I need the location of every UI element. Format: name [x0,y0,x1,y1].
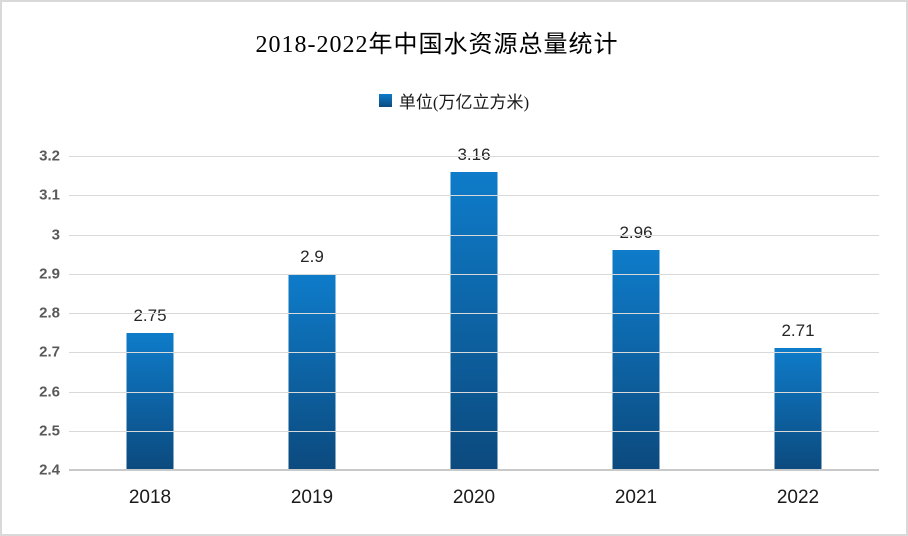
gridline [69,156,879,157]
gridline [69,430,879,432]
gridline [69,195,879,197]
y-tick-label: 3.1 [39,186,60,204]
bar-value-label: 3.16 [457,144,491,164]
bar-2020 [450,171,498,470]
gridline [69,391,879,393]
y-tick-label: 2.6 [39,383,60,400]
y-tick-label: 2.9 [39,265,60,283]
x-axis-line [69,469,879,471]
legend-label: 单位(万亿立方米) [398,93,530,112]
legend: 单位(万亿立方米) [2,88,906,113]
legend-swatch-icon [378,94,392,107]
bar-value-label: 2.71 [781,321,815,341]
plot-area: 2.75 2.9 3.16 2.96 2.71 [69,145,879,471]
x-tick-label-2018: 2018 [128,487,172,508]
x-tick-label-2022: 2022 [776,487,820,508]
x-tick-label-2020: 2020 [452,487,496,508]
bar-slot: 2.75 [69,156,231,470]
x-tick-label-2019: 2019 [290,487,334,508]
x-axis: 2018 2019 2020 2021 2022 [69,472,879,509]
bar-value-label: 2.96 [619,223,653,243]
y-tick-label: 2.8 [39,304,60,322]
bar-2019 [288,273,336,470]
gridline [69,313,879,314]
y-tick-label: 2.4 [39,461,60,479]
bar-series: 2.75 2.9 3.16 2.96 2.71 [69,145,879,470]
gridline [69,273,879,275]
y-tick-label: 2.7 [39,343,60,361]
y-tick-label: 2.5 [39,422,60,440]
bar-2018 [126,332,174,470]
bar-value-label: 2.75 [133,305,167,325]
bar-slot: 2.96 [555,156,717,470]
gridline [69,234,879,236]
y-tick-label: 3 [51,226,60,243]
y-tick-label: 3.2 [39,147,60,165]
gridline [69,352,879,354]
bar-value-label: 2.9 [300,246,324,266]
bar-slot: 2.9 [231,156,393,470]
bar-2022 [774,348,822,470]
chart-title: 2018-2022年中国水资源总量统计 [255,32,619,58]
y-axis: 2.4 2.5 2.6 2.7 2.8 2.9 3 3.1 3.2 [2,148,60,479]
bar-slot: 2.71 [717,156,879,470]
bar-slot: 3.16 [393,145,555,470]
bar-2021 [612,250,660,470]
x-tick-label-2021: 2021 [614,487,658,508]
